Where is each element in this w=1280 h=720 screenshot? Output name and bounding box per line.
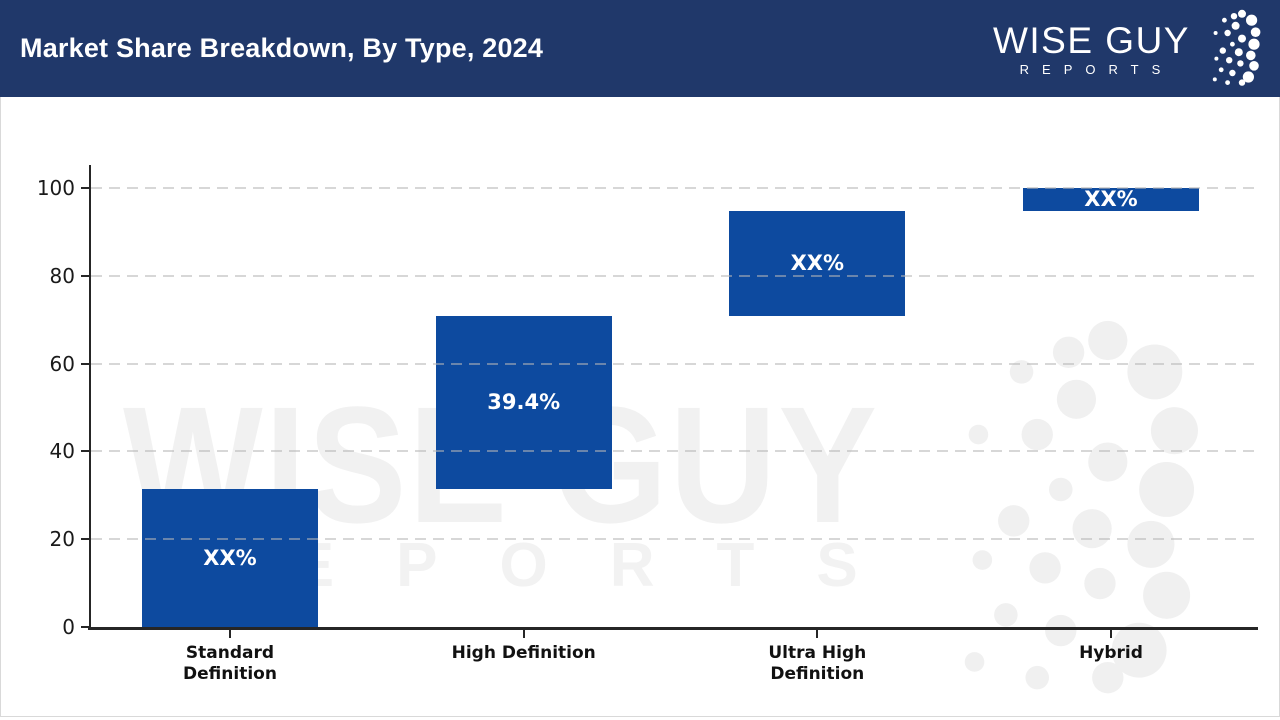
gridline-40	[91, 450, 1258, 453]
wiseguy-head-icon	[1212, 9, 1261, 86]
bar-high-definition	[435, 315, 612, 489]
x-axis-line	[88, 627, 1258, 630]
y-tickmark	[81, 274, 89, 277]
page-title: Market Share Breakdown, By Type, 2024	[20, 33, 544, 63]
y-tickmark	[81, 626, 89, 628]
gridline-20	[91, 538, 1258, 541]
watermark-head-icon	[964, 320, 1198, 694]
wiseguy-logo-subtext: REPORTS	[1019, 61, 1174, 77]
y-tickmark	[81, 362, 89, 365]
y-axis-line	[89, 165, 91, 629]
header: Market Share Breakdown, By Type, 2024 WI…	[0, 0, 1280, 97]
bar-hybrid	[1023, 188, 1199, 211]
bar-value-label: 39.4%	[487, 390, 561, 415]
y-tick-label: 20	[49, 527, 75, 552]
gridline-60	[91, 362, 1258, 365]
wiseguy-logo-wordmark: WISE GUY	[992, 19, 1190, 61]
y-tickmark	[81, 187, 89, 189]
x-tickmark	[816, 630, 819, 638]
y-tickmark	[81, 450, 89, 453]
wiseguy-logo-text: WISE GUY REPORTS	[993, 22, 1190, 76]
x-tickmark	[1110, 630, 1112, 638]
x-tickmark	[522, 630, 525, 638]
bar-ultra-high-definition	[729, 210, 906, 316]
gridline-100	[91, 187, 1258, 189]
x-tickmark	[229, 630, 231, 638]
gridline-80	[91, 274, 1258, 277]
y-tick-label: 0	[62, 615, 75, 639]
wiseguy-logo: WISE GUY REPORTS	[993, 8, 1280, 90]
y-tickmark	[81, 538, 89, 541]
y-tick-label: 60	[49, 351, 75, 376]
y-tick-label: 40	[49, 439, 75, 464]
x-tick-label-hybrid: Hybrid	[1079, 643, 1143, 663]
x-tick-label-ultra-high-definition: Ultra High Definition	[768, 643, 867, 685]
x-tick-label-standard-definition: Standard Definition	[183, 643, 277, 685]
bar-value-label: XX%	[790, 251, 845, 276]
bar-standard-definition	[142, 488, 318, 627]
bar-value-label: XX%	[1084, 187, 1138, 212]
y-tick-label: 80	[49, 263, 75, 288]
y-tick-label: 100	[36, 176, 75, 200]
bar-value-label: XX%	[203, 545, 257, 570]
x-tick-label-high-definition: High Definition	[451, 643, 596, 663]
